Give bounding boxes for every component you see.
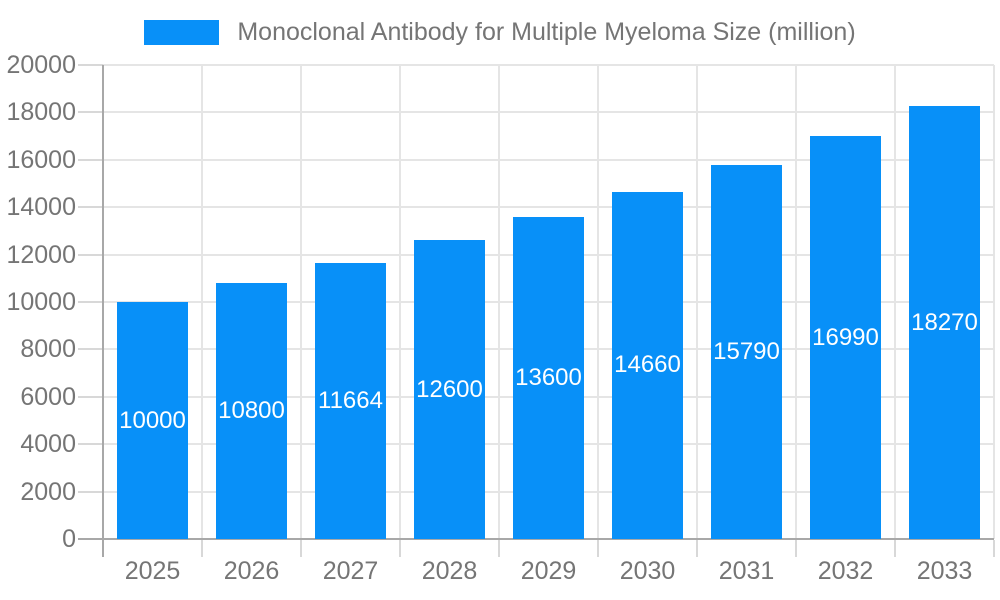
- x-axis-tick: [300, 540, 302, 557]
- bar-2027: 11664: [315, 262, 386, 539]
- y-axis-tick: [78, 206, 103, 209]
- x-axis-tick: [993, 540, 995, 557]
- y-axis-label: 8000: [20, 335, 76, 364]
- y-axis-tick: [78, 64, 103, 66]
- x-axis-label: 2028: [421, 557, 478, 585]
- gridline-vertical: [597, 65, 599, 539]
- x-axis-tick: [201, 540, 203, 557]
- legend-swatch-icon: [144, 20, 220, 45]
- bar-2029: 13600: [513, 216, 584, 539]
- y-axis-label: 4000: [20, 430, 76, 459]
- x-axis-label: 2031: [718, 557, 775, 585]
- gridline-horizontal: [103, 64, 994, 66]
- y-axis-label: 14000: [6, 193, 76, 222]
- x-axis-line: [78, 538, 994, 540]
- y-axis-tick: [78, 158, 103, 161]
- x-axis-tick: [498, 540, 500, 557]
- x-axis-label: 2025: [124, 557, 181, 585]
- gridline-vertical: [795, 65, 797, 539]
- bar-2028: 12600: [414, 240, 485, 539]
- bar-2025: 10000: [117, 302, 188, 539]
- bar-value-label: 16990: [812, 323, 879, 351]
- y-axis-label: 16000: [6, 145, 76, 174]
- bar-2033: 18270: [909, 106, 980, 539]
- x-axis-label: 2032: [817, 557, 874, 585]
- x-axis-label: 2026: [223, 557, 280, 585]
- bar-value-label: 13600: [515, 363, 582, 391]
- bar-value-label: 15790: [713, 337, 780, 365]
- y-axis-tick: [78, 348, 103, 351]
- y-axis-tick: [78, 253, 103, 256]
- bar-value-label: 10000: [119, 406, 186, 434]
- x-axis-tick: [597, 540, 599, 557]
- y-axis-label: 10000: [6, 288, 76, 316]
- gridline-vertical: [696, 65, 698, 539]
- bar-2031: 15790: [711, 164, 782, 539]
- y-axis-tick: [78, 490, 103, 493]
- y-axis-label: 20000: [6, 51, 76, 79]
- gridline-vertical: [201, 65, 203, 539]
- x-axis-tick: [795, 540, 797, 557]
- bar-2026: 10800: [216, 283, 287, 539]
- legend-label: Monoclonal Antibody for Multiple Myeloma…: [237, 18, 856, 46]
- y-axis-label: 18000: [6, 98, 76, 127]
- x-axis-tick: [696, 540, 698, 557]
- bar-value-label: 14660: [614, 351, 681, 379]
- gridline-vertical: [993, 65, 995, 539]
- y-axis-tick: [78, 111, 103, 114]
- y-axis-tick: [78, 395, 103, 398]
- x-axis-label: 2027: [322, 557, 379, 585]
- y-axis-label: 6000: [20, 382, 76, 411]
- bar-2030: 14660: [612, 191, 683, 539]
- bar-value-label: 11664: [318, 386, 383, 414]
- x-axis-label: 2033: [916, 557, 973, 585]
- x-axis-label: 2030: [619, 557, 676, 585]
- y-axis-line: [102, 65, 104, 557]
- bar-value-label: 12600: [416, 375, 483, 403]
- plot-area: 0 2000 4000 6000 8000 10000 12000 14000 16000 180…: [6, 51, 995, 585]
- y-axis-label: 2000: [20, 477, 76, 506]
- gridline-horizontal: [103, 206, 994, 209]
- gridline-vertical: [300, 65, 302, 539]
- gridline-vertical: [498, 65, 500, 539]
- y-axis-label: 0: [62, 525, 76, 553]
- y-axis-tick: [78, 443, 103, 446]
- bar-value-label: 18270: [911, 308, 978, 336]
- y-axis-label: 12000: [6, 240, 76, 269]
- bar-2032: 16990: [810, 136, 881, 539]
- gridline-vertical: [894, 65, 896, 539]
- x-axis-tick: [894, 540, 896, 557]
- gridline-horizontal: [103, 111, 994, 114]
- x-axis-label: 2029: [520, 557, 577, 585]
- x-axis-tick: [399, 540, 401, 557]
- bar-value-label: 10800: [218, 397, 285, 425]
- gridline-vertical: [399, 65, 401, 539]
- gridline-horizontal: [103, 158, 994, 161]
- legend[interactable]: Monoclonal Antibody for Multiple Myeloma…: [0, 20, 1000, 45]
- y-axis-tick: [78, 301, 103, 303]
